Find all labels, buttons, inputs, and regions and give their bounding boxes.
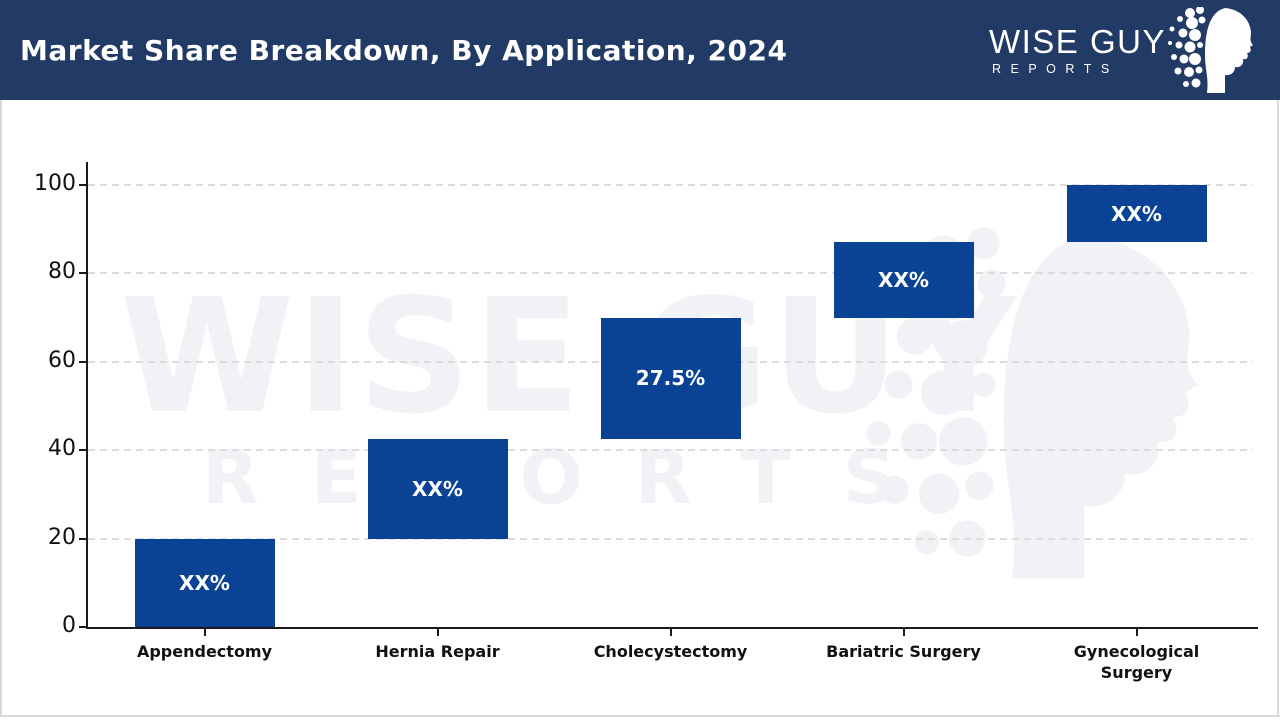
bar-label-cholecystectomy: 27.5%: [635, 366, 706, 391]
x-label-gynecological-surgery: Gynecological Surgery: [1073, 642, 1200, 682]
bar-appendectomy: XX%: [134, 538, 275, 627]
logo-subtext: REPORTS: [991, 61, 1119, 76]
y-axis-spine: [86, 162, 88, 629]
watermark-wordmark: WISE GUY: [120, 265, 1019, 449]
x-label-hernia-repair: Hernia Repair: [375, 642, 500, 661]
y-tick-label-100: 100: [34, 171, 76, 196]
y-tick-0: [79, 626, 86, 628]
y-tick-60: [79, 360, 86, 363]
logo-wordmark: WISE GUY: [988, 22, 1166, 60]
head-profile-icon: [1168, 7, 1253, 93]
x-tick-appendectomy: [203, 629, 206, 636]
gridline-20: [88, 537, 1253, 540]
y-tick-40: [79, 449, 86, 452]
x-tick-bariatric-surgery: [902, 629, 905, 636]
x-tick-cholecystectomy: [669, 629, 672, 636]
x-axis-spine: [86, 627, 1258, 629]
bar-label-gynecological-surgery: XX%: [1111, 201, 1162, 226]
page-border-left: [0, 100, 2, 717]
x-label-bariatric-surgery: Bariatric Surgery: [826, 642, 981, 661]
bar-cholecystectomy: 27.5%: [600, 317, 741, 440]
x-tick-gynecological-surgery: [1135, 629, 1138, 636]
gridline-100: [88, 184, 1253, 186]
header-bar: Market Share Breakdown, By Application, …: [0, 0, 1280, 100]
y-tick-label-0: 0: [62, 613, 76, 638]
y-tick-label-80: 80: [48, 259, 76, 285]
y-tick-80: [79, 272, 86, 275]
y-tick-20: [79, 537, 86, 540]
page-border-bottom: [0, 715, 1280, 717]
x-label-appendectomy: Appendectomy: [136, 642, 273, 661]
chart-area: WISE GUY REPORTS 0 20 40 60 80 100 XX% Appendec…: [0, 100, 1280, 720]
gridline-40: [88, 449, 1253, 452]
watermark-subtext: REPORTS: [202, 435, 949, 521]
bar-gynecological-surgery: XX%: [1066, 185, 1207, 243]
bar-label-bariatric-surgery: XX%: [878, 268, 929, 293]
y-tick-100: [79, 184, 86, 186]
page-border-right: [1277, 100, 1279, 717]
y-tick-label-40: 40: [48, 436, 76, 462]
page-title: Market Share Breakdown, By Application, …: [20, 33, 788, 67]
bar-label-appendectomy: XX%: [179, 570, 230, 595]
wise-guy-reports-logo: WISE GUY REPORTS: [989, 7, 1266, 93]
x-label-cholecystectomy: Cholecystectomy: [593, 642, 748, 661]
gridline-80: [88, 272, 1253, 275]
bar-label-hernia-repair: XX%: [412, 476, 463, 501]
bar-bariatric-surgery: XX%: [833, 242, 974, 318]
bar-hernia-repair: XX%: [367, 439, 508, 539]
y-tick-label-60: 60: [48, 347, 76, 373]
x-tick-hernia-repair: [436, 629, 439, 636]
y-tick-label-20: 20: [48, 524, 76, 550]
